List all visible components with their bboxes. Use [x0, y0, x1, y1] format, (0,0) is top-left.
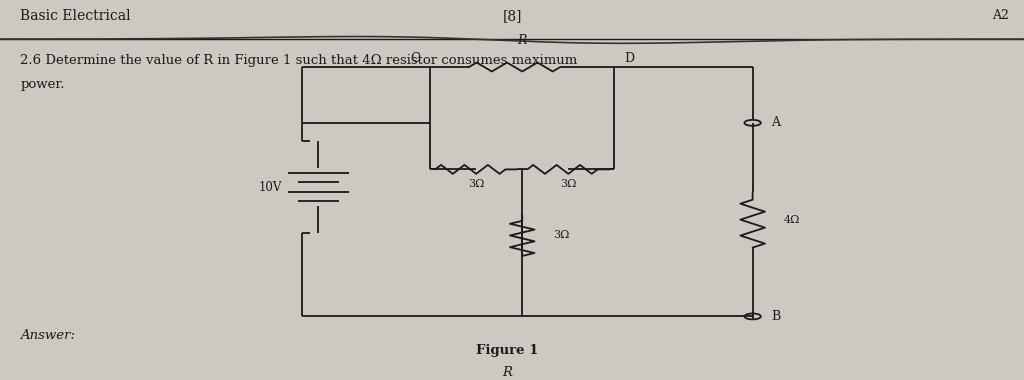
Text: 4Ω: 4Ω — [783, 215, 800, 225]
Text: 2.6 Determine the value of R in Figure 1 such that 4Ω resistor consumes maximum: 2.6 Determine the value of R in Figure 1… — [20, 54, 578, 67]
Text: 10V: 10V — [258, 180, 282, 193]
Text: A2: A2 — [992, 9, 1009, 22]
Text: 3Ω: 3Ω — [468, 179, 484, 188]
Text: Figure 1: Figure 1 — [476, 344, 538, 357]
Text: 3Ω: 3Ω — [553, 230, 569, 241]
Text: Answer:: Answer: — [20, 329, 76, 342]
Text: D: D — [625, 52, 635, 65]
Text: Basic Electrical: Basic Electrical — [20, 9, 131, 23]
Text: [8]: [8] — [502, 9, 522, 23]
Text: R: R — [502, 366, 512, 378]
Text: R: R — [517, 33, 527, 46]
Text: 3Ω: 3Ω — [560, 179, 577, 188]
Text: power.: power. — [20, 78, 65, 91]
Text: B: B — [771, 310, 780, 323]
Text: C: C — [411, 52, 420, 65]
Text: A: A — [771, 116, 780, 129]
